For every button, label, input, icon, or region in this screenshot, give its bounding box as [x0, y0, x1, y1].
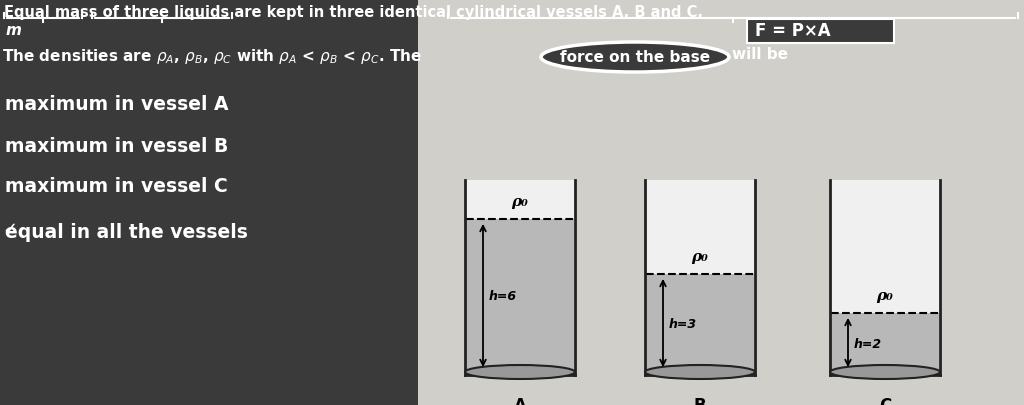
Text: The densities are $\rho_A$, $\rho_B$, $\rho_C$ with $\rho_A$ < $\rho_B$ < $\rho_: The densities are $\rho_A$, $\rho_B$, $\…: [2, 47, 422, 66]
Bar: [465, 180, 575, 375]
Text: equal in all the vessels: equal in all the vessels: [5, 223, 248, 242]
Ellipse shape: [830, 365, 940, 379]
Text: ρ₀: ρ₀: [691, 250, 709, 264]
Text: F = P×A: F = P×A: [755, 22, 830, 40]
FancyBboxPatch shape: [746, 19, 894, 43]
Text: maximum in vessel B: maximum in vessel B: [5, 137, 228, 156]
Text: m: m: [6, 23, 22, 38]
Bar: [646, 274, 754, 374]
Bar: [645, 180, 755, 375]
Text: C: C: [879, 397, 891, 405]
Text: will be: will be: [732, 47, 788, 62]
Text: ✓: ✓: [2, 221, 17, 239]
Text: h=3: h=3: [669, 318, 697, 331]
Text: force on the base: force on the base: [560, 49, 710, 64]
Text: A: A: [514, 397, 526, 405]
Text: B: B: [693, 397, 707, 405]
Bar: [830, 180, 940, 375]
Ellipse shape: [541, 42, 729, 72]
Ellipse shape: [645, 365, 755, 379]
Text: h=2: h=2: [854, 337, 882, 350]
Text: ρ₀: ρ₀: [877, 289, 893, 303]
Text: maximum in vessel C: maximum in vessel C: [5, 177, 227, 196]
Text: maximum in vessel A: maximum in vessel A: [5, 95, 228, 114]
Text: ρ₀: ρ₀: [512, 195, 528, 209]
Bar: [831, 313, 939, 374]
Bar: [466, 219, 574, 374]
Text: h=6: h=6: [489, 290, 517, 303]
Ellipse shape: [465, 365, 575, 379]
Bar: [418, 0, 1024, 405]
Text: Equal mass of three liquids are kept in three identical cylindrical vessels A, B: Equal mass of three liquids are kept in …: [4, 5, 703, 20]
